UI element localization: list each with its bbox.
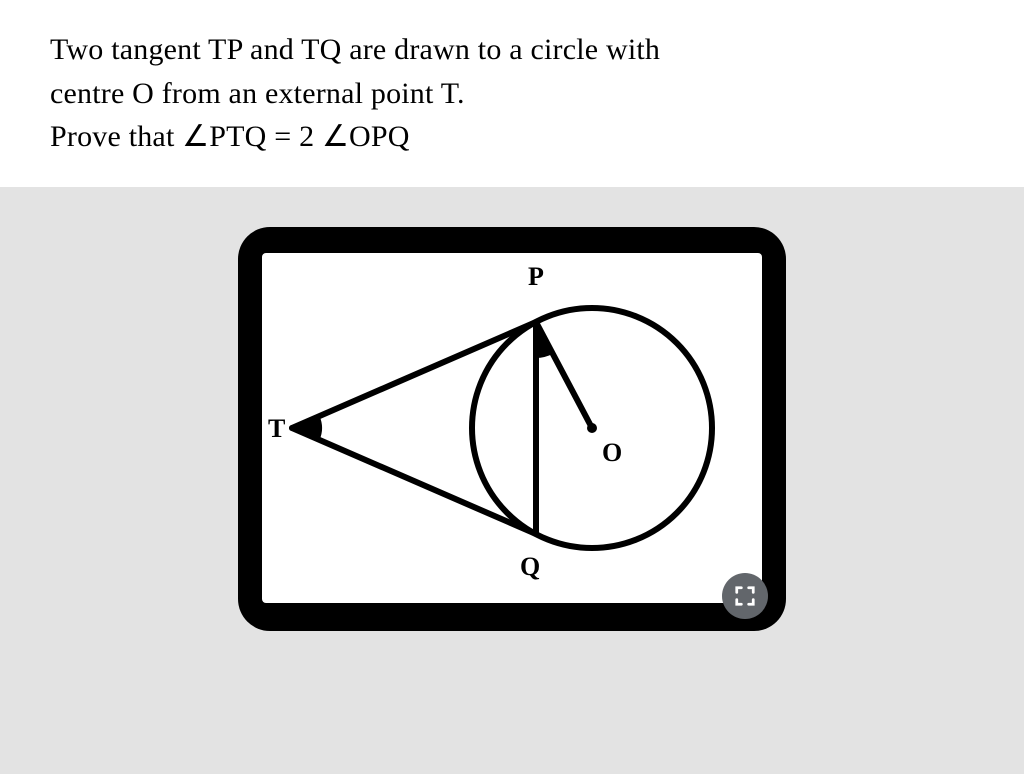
question-line-3: Prove that ∠PTQ = 2 ∠OPQ [50,115,974,159]
point-label-T: T [268,414,285,443]
segment-T-P [292,322,536,428]
figure-container: T P Q O [0,187,1024,661]
figure-frame: T P Q O [238,227,786,631]
geometry-diagram: T P Q O [262,253,762,603]
question-block: Two tangent TP and TQ are drawn to a cir… [0,0,1024,187]
angle-mark-P [535,322,553,358]
figure-canvas: T P Q O [262,253,762,603]
center-dot [587,423,597,433]
question-line-2: centre O from an external point T. [50,72,974,116]
question-line-1: Two tangent TP and TQ are drawn to a cir… [50,28,974,72]
segment-T-Q [292,428,536,534]
point-label-Q: Q [520,552,540,581]
point-label-P: P [528,262,544,291]
fullscreen-icon[interactable] [722,573,768,619]
point-label-O: O [602,438,622,467]
